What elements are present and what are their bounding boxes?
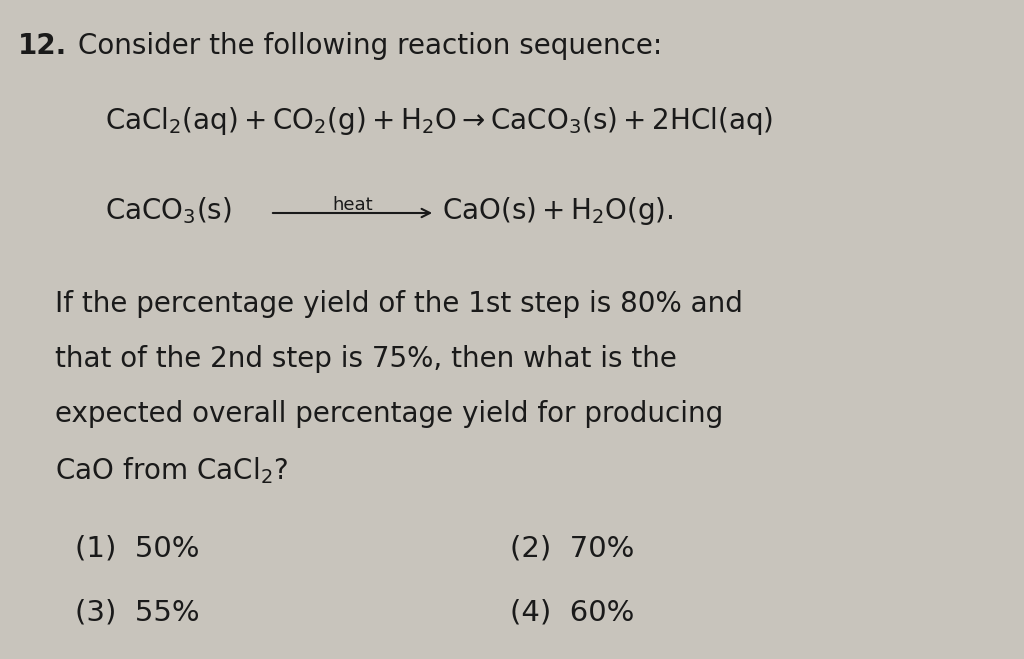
- Text: (1)  50%: (1) 50%: [75, 535, 200, 563]
- Text: (4)  60%: (4) 60%: [510, 598, 635, 626]
- Text: (2)  70%: (2) 70%: [510, 535, 635, 563]
- Text: $\mathregular{CaCl_2(aq) + CO_2(g) + H_2O \rightarrow CaCO_3(s) + 2HCl(aq)}$: $\mathregular{CaCl_2(aq) + CO_2(g) + H_2…: [105, 105, 773, 137]
- Text: 12.: 12.: [18, 32, 68, 60]
- Text: Consider the following reaction sequence:: Consider the following reaction sequence…: [78, 32, 663, 60]
- Text: expected overall percentage yield for producing: expected overall percentage yield for pr…: [55, 400, 723, 428]
- Text: $\mathregular{CaO(s) + H_2O(g).}$: $\mathregular{CaO(s) + H_2O(g).}$: [442, 195, 674, 227]
- Text: heat: heat: [332, 196, 373, 214]
- Text: that of the 2nd step is 75%, then what is the: that of the 2nd step is 75%, then what i…: [55, 345, 677, 373]
- Text: If the percentage yield of the 1st step is 80% and: If the percentage yield of the 1st step …: [55, 290, 742, 318]
- Text: $\mathregular{CaO\ from\ CaCl_2?}$: $\mathregular{CaO\ from\ CaCl_2?}$: [55, 455, 288, 486]
- Text: (3)  55%: (3) 55%: [75, 598, 200, 626]
- Text: $\mathregular{CaCO_3(s)}$: $\mathregular{CaCO_3(s)}$: [105, 195, 231, 226]
